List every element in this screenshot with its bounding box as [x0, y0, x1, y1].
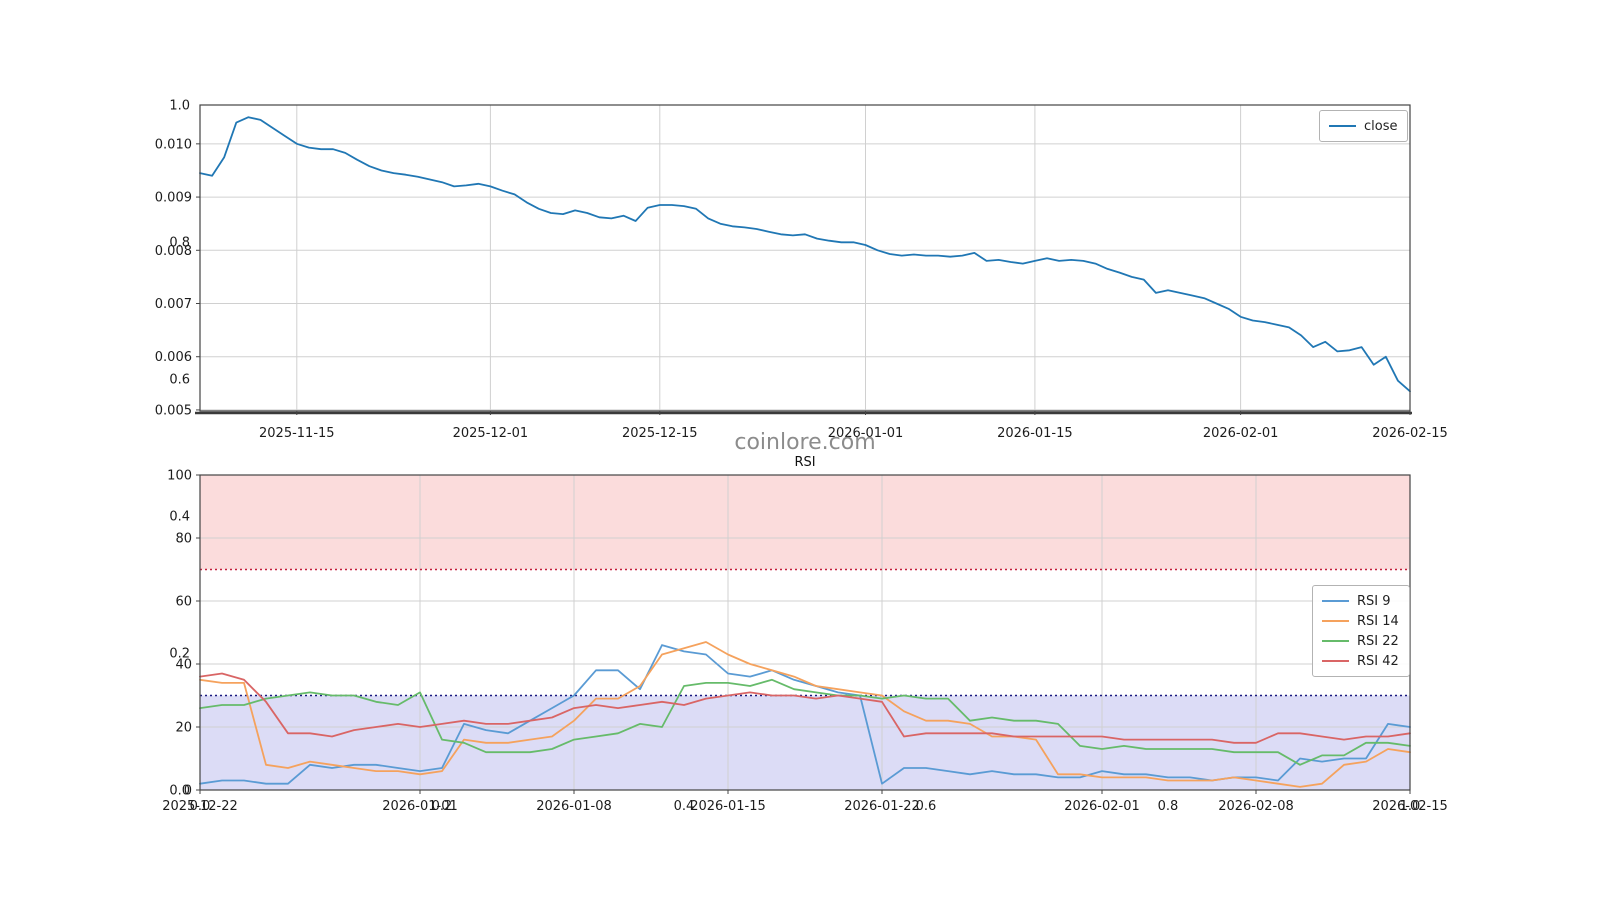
x-tick-label: 2025-11-15: [259, 426, 335, 441]
plot-border: [199, 474, 1411, 791]
y-tick-label: 0.010: [155, 137, 192, 152]
y-tick-label: 40: [175, 658, 192, 673]
x-tick-label: 2026-01-15: [997, 426, 1073, 441]
x-tick-label: 2025-12-22: [162, 799, 238, 814]
y-tick-label: 80: [175, 532, 192, 547]
y-tick-label: 20: [175, 721, 192, 736]
legend-label-rsi9: RSI 9: [1357, 593, 1391, 609]
figure-axis-y-label: 0.4: [169, 510, 190, 525]
rsi14-line: [199, 641, 1411, 788]
y-tick-label: 0: [184, 784, 192, 799]
rsi42-line-swatch: [1322, 660, 1349, 662]
x-tick-label: 2026-02-01: [1064, 799, 1140, 814]
y-tick-label: 100: [167, 469, 192, 484]
rsi-chart-title: RSI: [794, 455, 816, 470]
plot-border: [199, 104, 1411, 412]
rsi22-line: [199, 678, 1411, 766]
figure-axis-y-label: 1.0: [169, 99, 190, 114]
y-tick-label: 0.005: [155, 403, 192, 418]
y-tick-label: 0.006: [155, 350, 192, 365]
legend-item-rsi9: RSI 9: [1322, 591, 1399, 611]
y-tick-label: 0.008: [155, 244, 192, 259]
y-tick-label: 60: [175, 595, 192, 610]
figure-overlay-axis: 0.0 0.2 0.4 0.6 0.8 1.0 0.0 0.2 0.4 0.6 0.8 1.0: [169, 99, 1420, 815]
x-tick-label: 2026-02-08: [1218, 799, 1294, 814]
x-tick-label: 2026-01-22: [844, 799, 920, 814]
figure-axis-x-label: 0.8: [1158, 799, 1179, 814]
price-legend: close: [1319, 110, 1409, 142]
legend-item-rsi22: RSI 22: [1322, 631, 1399, 651]
figure-axis-x-label: 0.4: [674, 799, 695, 814]
figure-axis-x-label: 0.0: [190, 799, 211, 814]
y-tick-label: 0.009: [155, 191, 192, 206]
x-tick-label: 2026-02-15: [1372, 799, 1448, 814]
figure-axis-x-label: 1.0: [1400, 799, 1421, 814]
legend-label-close: close: [1364, 118, 1398, 134]
legend-label-rsi14: RSI 14: [1357, 613, 1399, 629]
overbought-band: [200, 475, 1410, 570]
oversold-band: [200, 695, 1410, 790]
x-tick-label: 2026-01-08: [536, 799, 612, 814]
close-line: [199, 116, 1411, 393]
figure-axis-y-label: 0.2: [169, 647, 190, 662]
legend-label-rsi42: RSI 42: [1357, 653, 1399, 669]
x-tick-label: 2026-01-15: [690, 799, 766, 814]
x-tick-label: 2026-02-01: [1203, 426, 1279, 441]
legend-item-close: close: [1329, 116, 1397, 136]
figure-axis-x-label: 0.2: [432, 799, 453, 814]
rsi-legend: RSI 9 RSI 14 RSI 22 RSI 42: [1312, 585, 1410, 677]
figure-axis-y-label: 0.0: [169, 784, 190, 799]
rsi-chart: 2025-12-22 2026-01-01 2026-01-08 2026-01-15…: [162, 469, 1448, 815]
figure-axis-y-label: 0.6: [169, 373, 190, 388]
x-tick-label: 2025-12-15: [622, 426, 698, 441]
close-line-swatch: [1329, 125, 1356, 127]
legend-item-rsi14: RSI 14: [1322, 611, 1399, 631]
legend-label-rsi22: RSI 22: [1357, 633, 1399, 649]
x-tick-label: 2026-01-01: [828, 426, 904, 441]
legend-item-rsi42: RSI 42: [1322, 651, 1399, 671]
x-tick-label: 2026-02-15: [1372, 426, 1448, 441]
price-chart: 2025-11-15 2025-12-01 2025-12-15 2026-01-01…: [155, 104, 1448, 441]
x-tick-label: 2026-01-01: [382, 799, 458, 814]
rsi22-line-swatch: [1322, 640, 1349, 642]
x-tick-label: 2025-12-01: [453, 426, 529, 441]
rsi14-line-swatch: [1322, 620, 1349, 622]
rsi42-line: [199, 672, 1411, 744]
figure-axis-x-label: 0.6: [916, 799, 937, 814]
figure-axis-y-label: 0.8: [169, 236, 190, 251]
y-tick-label: 0.007: [155, 297, 192, 312]
rsi9-line-swatch: [1322, 600, 1349, 602]
